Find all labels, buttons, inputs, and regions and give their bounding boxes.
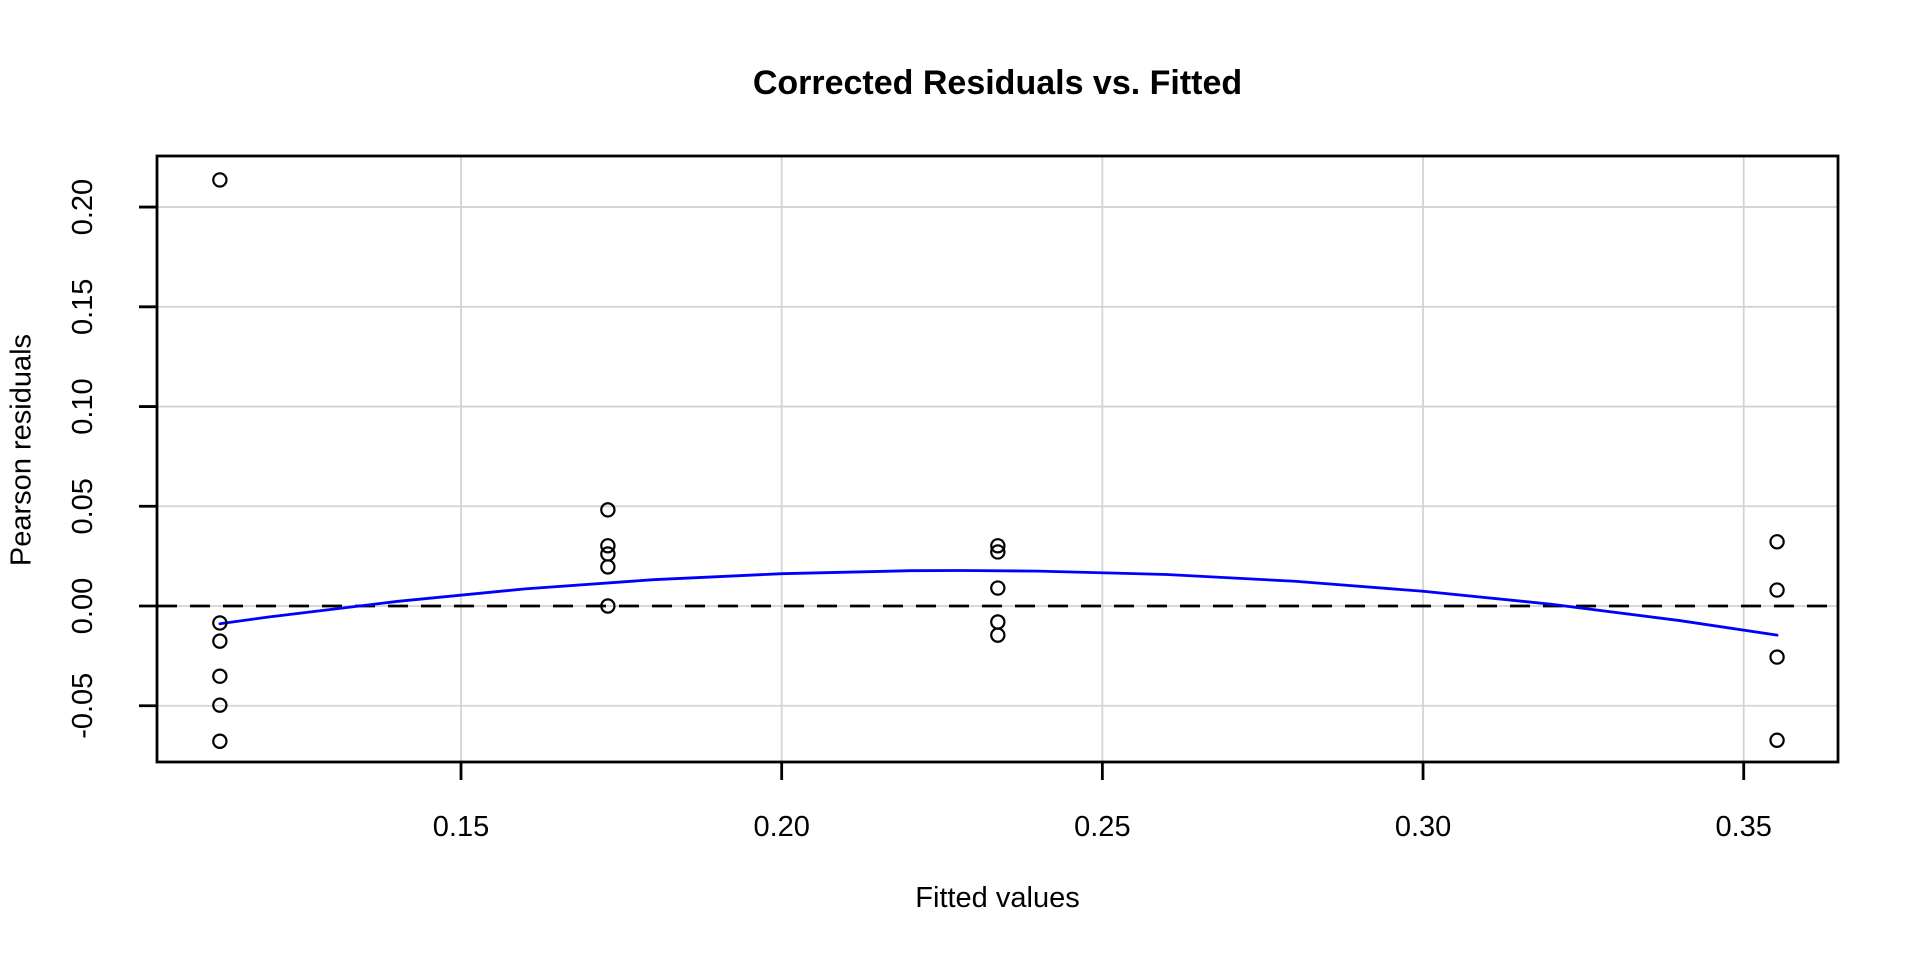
y-tick-label: 0.20 xyxy=(67,179,99,235)
data-point xyxy=(600,538,616,554)
data-point xyxy=(212,615,228,631)
y-tick-label: 0.10 xyxy=(67,378,99,434)
data-point xyxy=(212,733,228,749)
data-point xyxy=(990,580,1006,596)
data-point xyxy=(990,627,1006,643)
y-axis-label: Pearson residuals xyxy=(5,333,38,567)
data-point xyxy=(1769,649,1785,665)
data-point xyxy=(1769,534,1785,550)
data-point xyxy=(212,172,228,188)
data-point xyxy=(1769,732,1785,748)
y-tick-label: 0.00 xyxy=(67,578,99,634)
data-point xyxy=(600,502,616,518)
data-point xyxy=(600,559,616,575)
data-point xyxy=(212,668,228,684)
data-point xyxy=(1769,582,1785,598)
y-tick-label: -0.05 xyxy=(67,673,99,739)
data-point xyxy=(990,538,1006,554)
y-tick-label: 0.15 xyxy=(67,279,99,335)
data-point xyxy=(600,598,616,614)
plot-border xyxy=(155,154,1840,764)
data-point xyxy=(212,697,228,713)
data-point xyxy=(600,546,616,562)
smooth-line xyxy=(218,569,1779,637)
x-tick-label: 0.15 xyxy=(433,811,489,843)
data-point xyxy=(212,633,228,649)
y-tick-label: 0.05 xyxy=(67,478,99,534)
x-tick-label: 0.35 xyxy=(1715,811,1771,843)
data-point xyxy=(990,544,1006,560)
data-point xyxy=(990,614,1006,630)
x-axis-label: Fitted values xyxy=(915,882,1080,914)
x-tick-label: 0.20 xyxy=(753,811,809,843)
chart-title: Corrected Residuals vs. Fitted xyxy=(752,64,1243,102)
x-tick-label: 0.25 xyxy=(1074,811,1130,843)
x-tick-label: 0.30 xyxy=(1395,811,1451,843)
